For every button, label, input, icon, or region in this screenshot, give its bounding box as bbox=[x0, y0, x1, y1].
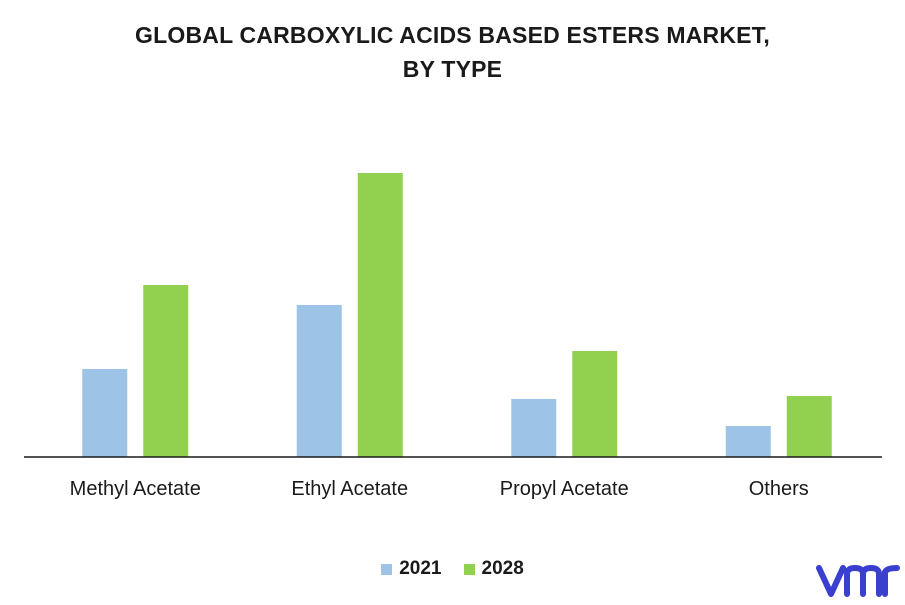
vmr-logo-icon bbox=[816, 565, 900, 597]
x-tick-label-methyl-acetate: Methyl Acetate bbox=[70, 478, 201, 500]
legend-item-2028: 2028 bbox=[463, 558, 524, 580]
legend-label-2028: 2028 bbox=[481, 558, 524, 579]
x-tick-label-propyl-acetate: Propyl Acetate bbox=[500, 478, 629, 500]
x-tick-label-others: Others bbox=[749, 478, 809, 500]
bar-propyl-acetate-2028 bbox=[572, 351, 618, 457]
chart-title-line-2: BY TYPE bbox=[402, 56, 503, 82]
x-tick-label-ethyl-acetate: Ethyl Acetate bbox=[291, 478, 408, 500]
bar-ethyl-acetate-2028 bbox=[357, 173, 403, 457]
legend-item-2021: 2021 bbox=[381, 558, 442, 580]
bar-ethyl-acetate-2021 bbox=[296, 305, 342, 457]
legend: 2021 2028 bbox=[0, 558, 905, 580]
bar-methyl-acetate-2028 bbox=[143, 285, 189, 457]
bar-others-2028 bbox=[786, 396, 832, 457]
chart-title-line-1: GLOBAL CARBOXYLIC ACIDS BASED ESTERS MAR… bbox=[135, 22, 770, 48]
bar-propyl-acetate-2021 bbox=[511, 399, 557, 457]
legend-swatch-2028 bbox=[463, 563, 475, 575]
legend-swatch-2021 bbox=[381, 563, 393, 575]
bar-others-2021 bbox=[725, 426, 771, 457]
chart-title: GLOBAL CARBOXYLIC ACIDS BASED ESTERS MAR… bbox=[0, 18, 905, 86]
bar-methyl-acetate-2021 bbox=[82, 369, 128, 457]
legend-label-2021: 2021 bbox=[399, 558, 442, 579]
